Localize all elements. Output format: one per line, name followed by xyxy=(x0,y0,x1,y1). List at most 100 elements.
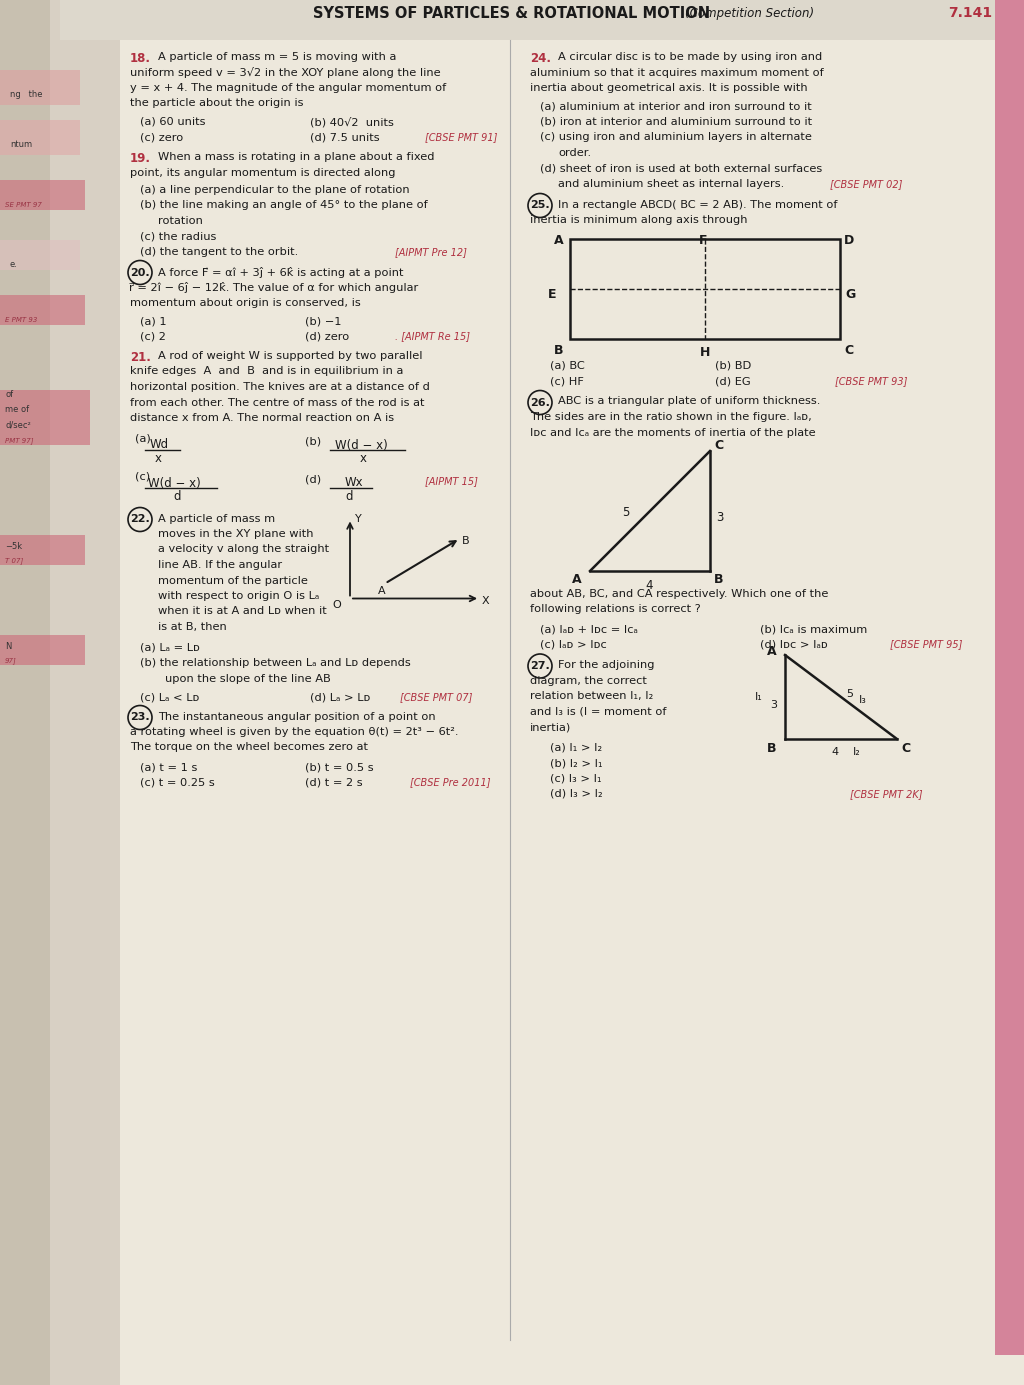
Text: ntum: ntum xyxy=(10,140,32,150)
Text: (a) Lₐ = Lᴅ: (a) Lₐ = Lᴅ xyxy=(140,643,200,652)
Text: when it is at A and Lᴅ when it: when it is at A and Lᴅ when it xyxy=(158,607,327,616)
Text: I₃: I₃ xyxy=(859,695,867,705)
Text: (d): (d) xyxy=(305,475,322,485)
Text: (b) −1: (b) −1 xyxy=(305,316,341,325)
Text: 3: 3 xyxy=(770,699,777,711)
Text: x: x xyxy=(155,452,162,464)
Text: (a) a line perpendicular to the plane of rotation: (a) a line perpendicular to the plane of… xyxy=(140,186,410,195)
Text: (d) 7.5 units: (d) 7.5 units xyxy=(310,133,380,143)
Text: T 07]: T 07] xyxy=(5,557,24,564)
Text: (b) iron at interior and aluminium surround to it: (b) iron at interior and aluminium surro… xyxy=(540,116,812,127)
Text: E: E xyxy=(548,288,556,302)
Text: aluminium so that it acquires maximum moment of: aluminium so that it acquires maximum mo… xyxy=(530,68,823,78)
Text: A: A xyxy=(378,586,386,597)
Text: For the adjoining: For the adjoining xyxy=(558,661,654,670)
Text: 7.141: 7.141 xyxy=(948,6,992,19)
Text: d: d xyxy=(345,489,352,503)
Text: E PMT 93: E PMT 93 xyxy=(5,317,37,323)
Text: (b) the line making an angle of 45° to the plane of: (b) the line making an angle of 45° to t… xyxy=(140,201,428,211)
Text: [CBSE Pre 2011]: [CBSE Pre 2011] xyxy=(410,777,490,788)
Text: −5k: −5k xyxy=(5,542,23,551)
Text: d/sec²: d/sec² xyxy=(5,420,31,429)
Text: (d) sheet of iron is used at both external surfaces: (d) sheet of iron is used at both extern… xyxy=(540,163,822,173)
Text: C: C xyxy=(901,742,910,755)
Text: PMT 97]: PMT 97] xyxy=(5,438,34,443)
Text: I₁: I₁ xyxy=(755,692,763,702)
Text: 20.: 20. xyxy=(130,267,150,277)
Text: (c) zero: (c) zero xyxy=(140,133,183,143)
Text: (a) 1: (a) 1 xyxy=(140,316,167,325)
Text: (d) Lₐ > Lᴅ: (d) Lₐ > Lᴅ xyxy=(310,692,371,702)
Text: moves in the XY plane with: moves in the XY plane with xyxy=(158,529,313,539)
Text: (c) the radius: (c) the radius xyxy=(140,231,216,241)
Text: . [AIPMT Re 15]: . [AIPMT Re 15] xyxy=(395,331,470,342)
Text: [CBSE PMT 2K]: [CBSE PMT 2K] xyxy=(850,789,923,799)
Text: 3: 3 xyxy=(716,511,723,524)
Text: distance x from A. The normal reaction on A is: distance x from A. The normal reaction o… xyxy=(130,413,394,422)
Text: horizontal position. The knives are at a distance of d: horizontal position. The knives are at a… xyxy=(130,382,430,392)
Text: momentum of the particle: momentum of the particle xyxy=(158,576,308,586)
Text: x: x xyxy=(360,452,367,464)
Text: (b) the relationship between Lₐ and Lᴅ depends: (b) the relationship between Lₐ and Lᴅ d… xyxy=(140,658,411,668)
Text: 5: 5 xyxy=(846,688,853,699)
Text: (a) BC: (a) BC xyxy=(550,360,585,371)
Text: Iᴅᴄ and Iᴄₐ are the moments of inertia of the plate: Iᴅᴄ and Iᴄₐ are the moments of inertia o… xyxy=(530,428,816,438)
Text: (d) t = 2 s: (d) t = 2 s xyxy=(305,777,362,788)
Text: (c) HF: (c) HF xyxy=(550,375,584,386)
Text: ABC is a triangular plate of uniform thickness.: ABC is a triangular plate of uniform thi… xyxy=(558,396,820,407)
FancyBboxPatch shape xyxy=(0,0,120,1385)
Text: inertia about geometrical axis. It is possible with: inertia about geometrical axis. It is po… xyxy=(530,83,808,93)
Text: [CBSE PMT 07]: [CBSE PMT 07] xyxy=(400,692,472,702)
Text: following relations is correct ?: following relations is correct ? xyxy=(530,604,700,615)
Text: 4: 4 xyxy=(645,579,652,591)
Text: [AIPMT 15]: [AIPMT 15] xyxy=(425,476,478,486)
Text: 19.: 19. xyxy=(130,152,151,165)
Text: H: H xyxy=(700,346,711,360)
Text: (c) Iₐᴅ > Iᴅᴄ: (c) Iₐᴅ > Iᴅᴄ xyxy=(540,640,607,650)
Text: inertia): inertia) xyxy=(530,722,571,733)
Text: me of: me of xyxy=(5,404,29,414)
Text: e.: e. xyxy=(10,260,17,269)
Text: 22.: 22. xyxy=(130,514,150,525)
Text: knife edges  A  and  B  and is in equilibrium in a: knife edges A and B and is in equilibriu… xyxy=(130,367,403,377)
Text: F: F xyxy=(699,234,708,247)
Text: A particle of mass m = 5 is moving with a: A particle of mass m = 5 is moving with … xyxy=(158,53,396,62)
Bar xyxy=(570,238,840,338)
FancyBboxPatch shape xyxy=(60,0,1024,1385)
Text: 4: 4 xyxy=(831,747,838,758)
Text: Y: Y xyxy=(355,514,361,524)
Text: 27.: 27. xyxy=(530,661,550,670)
Text: (c) 2: (c) 2 xyxy=(140,331,166,342)
Text: a velocity v along the straight: a velocity v along the straight xyxy=(158,544,329,554)
FancyBboxPatch shape xyxy=(0,634,85,665)
Text: about AB, BC, and CA respectively. Which one of the: about AB, BC, and CA respectively. Which… xyxy=(530,589,828,598)
Text: (c) Lₐ < Lᴅ: (c) Lₐ < Lᴅ xyxy=(140,692,200,702)
Text: d: d xyxy=(173,489,180,503)
Text: the particle about the origin is: the particle about the origin is xyxy=(130,98,303,108)
Text: ng   the: ng the xyxy=(10,90,43,98)
Text: A: A xyxy=(767,645,776,658)
Text: In a rectangle ABCD( BC = 2 AB). The moment of: In a rectangle ABCD( BC = 2 AB). The mom… xyxy=(558,199,838,209)
Text: 5: 5 xyxy=(622,506,630,519)
Text: momentum about origin is conserved, is: momentum about origin is conserved, is xyxy=(130,298,360,307)
Text: A circular disc is to be made by using iron and: A circular disc is to be made by using i… xyxy=(558,53,822,62)
Text: (d) I₃ > I₂: (d) I₃ > I₂ xyxy=(550,789,603,799)
Text: (a) I₁ > I₂: (a) I₁ > I₂ xyxy=(550,742,602,752)
Text: 97]: 97] xyxy=(5,656,16,663)
FancyBboxPatch shape xyxy=(0,120,80,155)
Text: [CBSE PMT 95]: [CBSE PMT 95] xyxy=(890,640,963,650)
Text: rotation: rotation xyxy=(158,216,203,226)
Text: (c) using iron and aluminium layers in alternate: (c) using iron and aluminium layers in a… xyxy=(540,133,812,143)
Text: (b) BD: (b) BD xyxy=(715,360,752,371)
Text: and aluminium sheet as internal layers.: and aluminium sheet as internal layers. xyxy=(558,179,784,188)
Text: A force F⃗ = αî + 3ĵ + 6k̂ is acting at a point: A force F⃗ = αî + 3ĵ + 6k̂ is acting at … xyxy=(158,266,403,277)
Text: (Competition Section): (Competition Section) xyxy=(685,7,814,19)
Text: inertia is minimum along axis through: inertia is minimum along axis through xyxy=(530,215,748,224)
Text: line AB. If the angular: line AB. If the angular xyxy=(158,560,283,571)
Text: 24.: 24. xyxy=(530,53,551,65)
Text: from each other. The centre of mass of the rod is at: from each other. The centre of mass of t… xyxy=(130,397,425,407)
Text: diagram, the correct: diagram, the correct xyxy=(530,676,647,686)
FancyBboxPatch shape xyxy=(0,180,85,211)
Text: relation between I₁, I₂: relation between I₁, I₂ xyxy=(530,691,653,701)
Text: 21.: 21. xyxy=(130,350,151,364)
